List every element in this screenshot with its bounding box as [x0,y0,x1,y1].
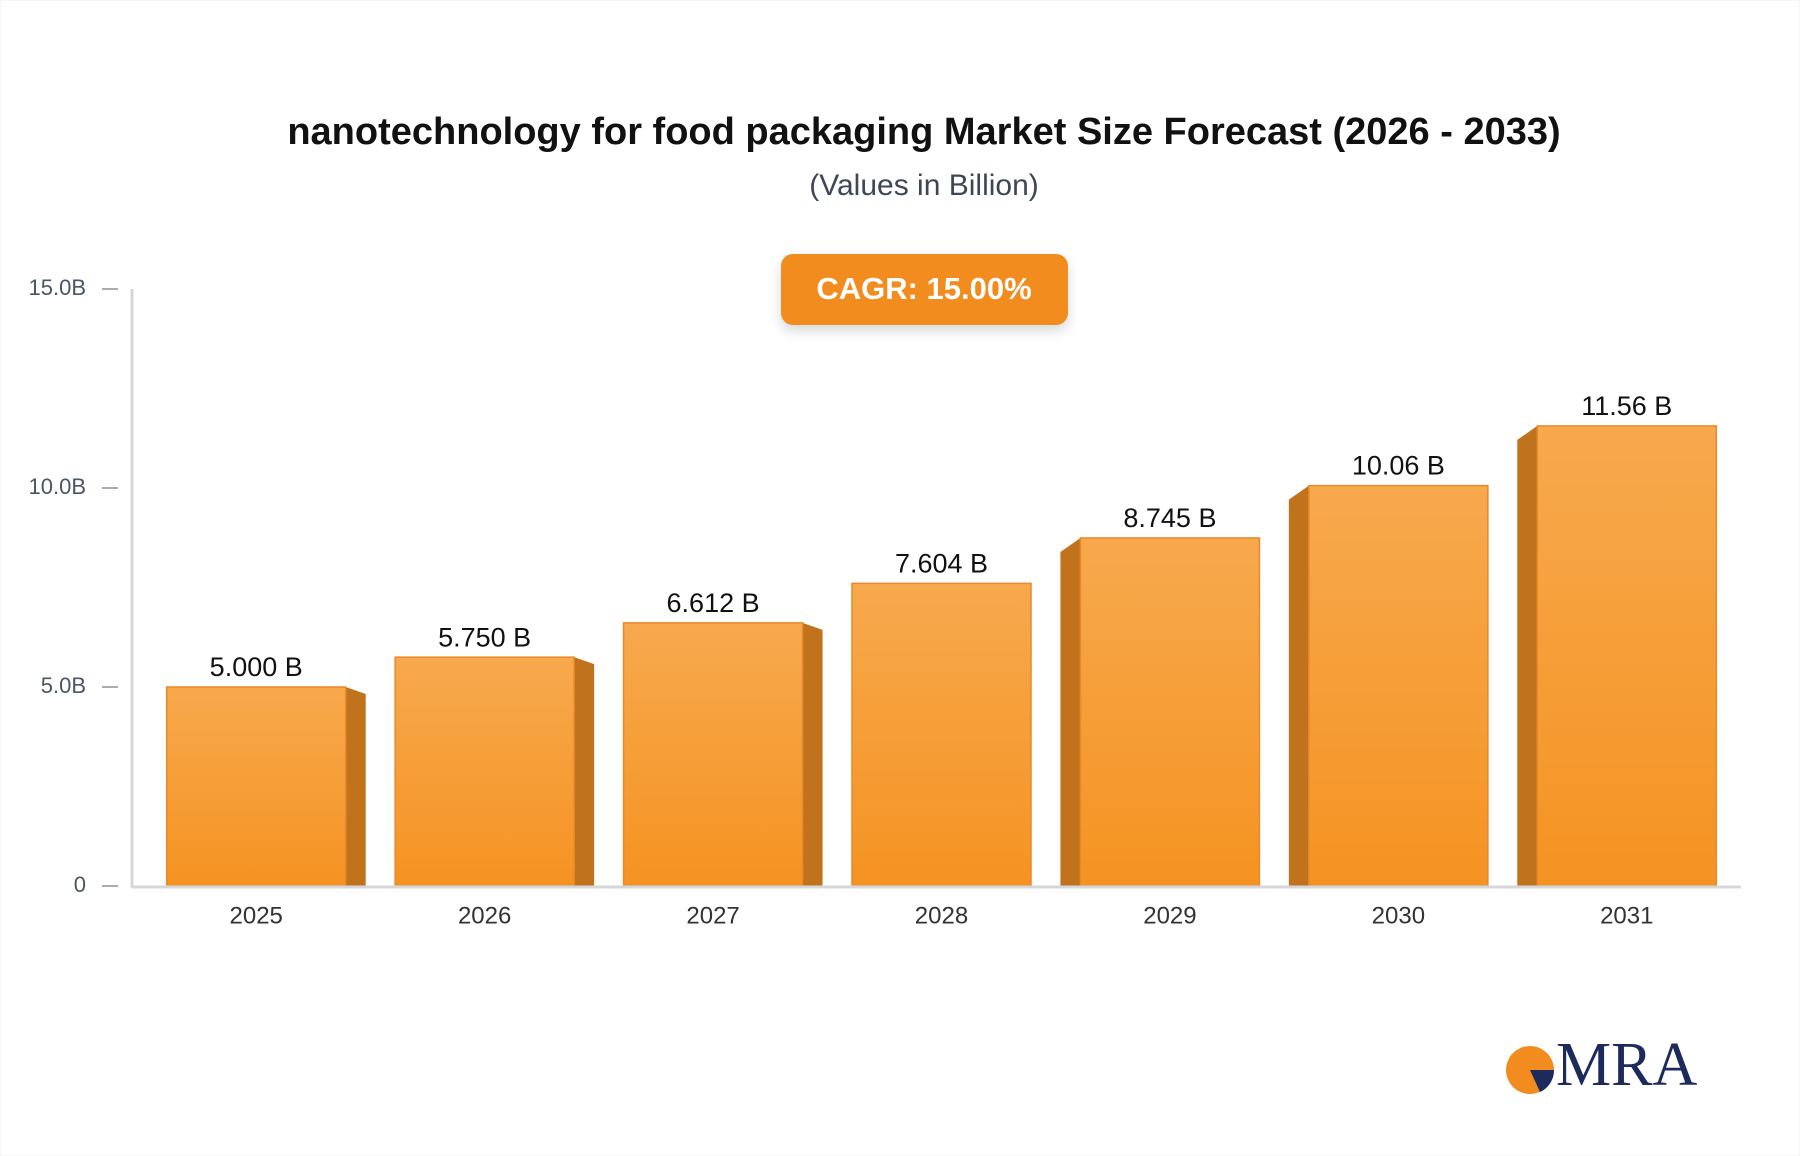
chart-title: nanotechnology for food packaging Market… [287,111,1560,153]
y-tick-label: 5.0B [41,673,86,698]
x-tick-label: 2030 [1372,902,1425,929]
bar-side [1517,425,1538,886]
value-label: 5.750 B [438,622,531,652]
value-label: 8.745 B [1123,503,1216,533]
bar-side [802,622,823,886]
cagr-label: CAGR: 15.00% [816,271,1031,306]
x-tick-label: 2025 [230,902,283,929]
bar [1536,425,1718,887]
logo-icon-slice [1530,1070,1555,1092]
y-tick-label: 15.0B [29,275,87,300]
value-label: 10.06 B [1352,451,1445,481]
bar [622,622,804,887]
x-tick-label: 2029 [1143,902,1196,929]
bar [165,686,347,887]
x-tick-label: 2026 [458,902,511,929]
value-label: 5.000 B [210,652,303,682]
bar [1079,537,1261,887]
chart-subtitle: (Values in Billion) [809,169,1039,202]
value-label: 6.612 B [667,588,760,618]
value-label: 7.604 B [895,548,988,578]
bar-side [574,657,595,886]
logo-text: MRA [1556,1031,1697,1099]
value-label: 11.56 B [1581,391,1672,421]
bar-side [1288,485,1309,886]
bar [1308,484,1489,887]
bar [851,582,1032,887]
y-tick-label: 10.0B [29,474,87,499]
cagr-badge [781,254,1068,325]
logo: MRA [1506,1031,1697,1099]
y-tick-label: 0 [74,872,86,897]
x-tick-label: 2028 [915,902,968,929]
plot-area: 0 5.0B 10.0B 15.0B 5.000 B 2025 5.750 B 2026 6.6… [29,275,1741,929]
bar-side [345,687,366,886]
x-tick-label: 2027 [686,902,739,929]
bar-side [1060,537,1081,886]
x-tick-label: 2031 [1600,902,1653,929]
bar [394,656,575,887]
